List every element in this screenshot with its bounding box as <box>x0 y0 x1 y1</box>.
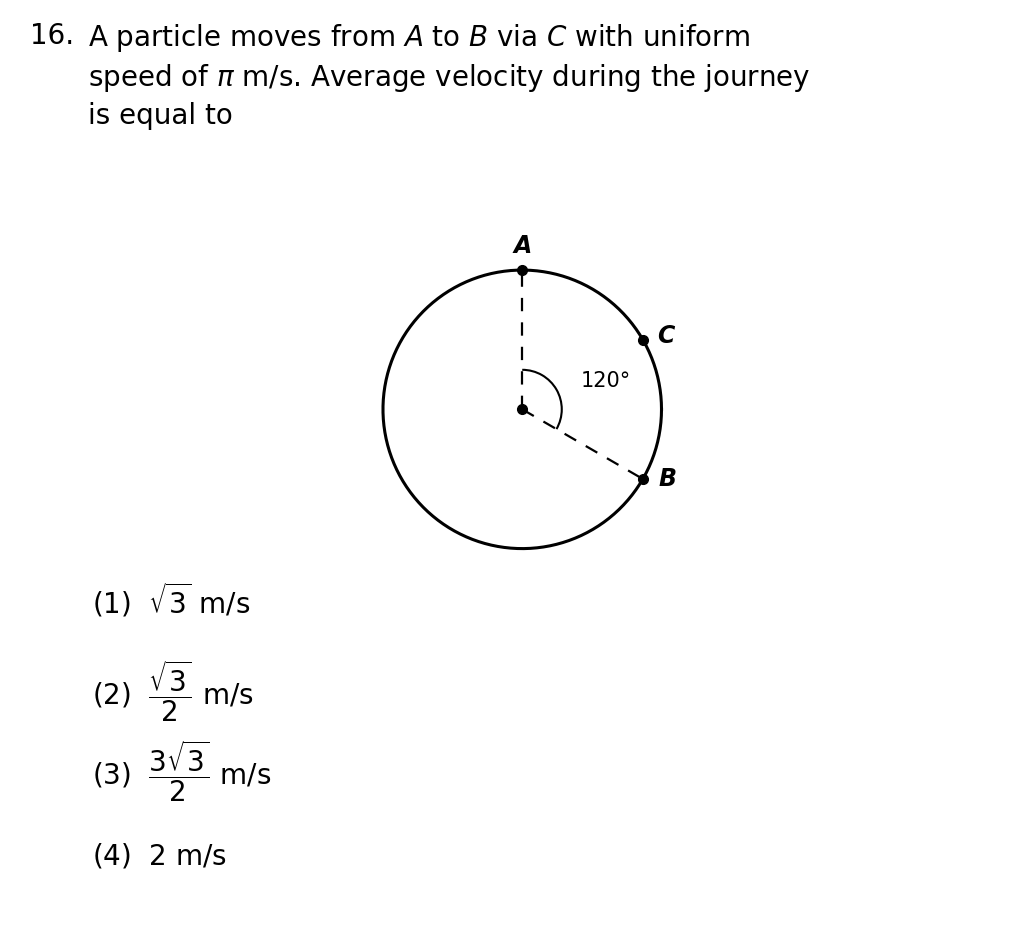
Text: A: A <box>513 234 531 258</box>
Text: is equal to: is equal to <box>88 102 232 130</box>
Text: B: B <box>658 467 677 491</box>
Text: (1)  $\sqrt{3}$ m/s: (1) $\sqrt{3}$ m/s <box>92 581 251 620</box>
Text: C: C <box>656 324 674 348</box>
Text: A particle moves from $\it{A}$ to $\it{B}$ via $\it{C}$ with uniform: A particle moves from $\it{A}$ to $\it{B… <box>88 22 750 54</box>
Text: (4)  $2$ m/s: (4) $2$ m/s <box>92 842 227 870</box>
Text: speed of $\pi$ m/s. Average velocity during the journey: speed of $\pi$ m/s. Average velocity dur… <box>88 62 811 94</box>
Text: (3)  $\dfrac{3\sqrt{3}}{2}$ m/s: (3) $\dfrac{3\sqrt{3}}{2}$ m/s <box>92 739 271 805</box>
Text: (2)  $\dfrac{\sqrt{3}}{2}$ m/s: (2) $\dfrac{\sqrt{3}}{2}$ m/s <box>92 659 254 725</box>
Text: 16.: 16. <box>30 22 74 50</box>
Text: 120°: 120° <box>581 371 631 391</box>
